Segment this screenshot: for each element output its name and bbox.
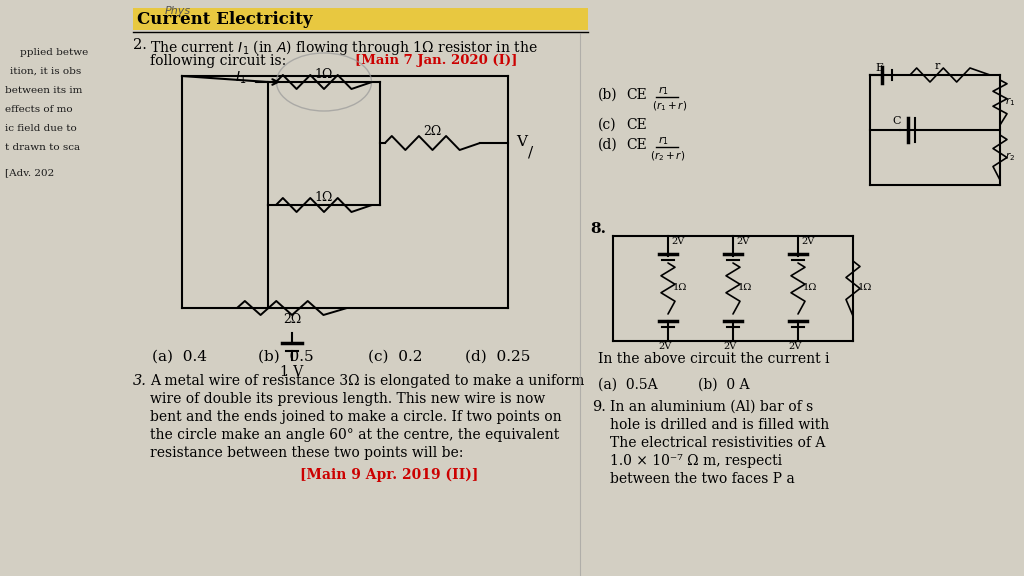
Text: 3.: 3.	[133, 374, 146, 388]
Text: $(r_2+r)$: $(r_2+r)$	[650, 149, 685, 162]
Text: 2V: 2V	[723, 342, 736, 351]
Text: $r_1$: $r_1$	[658, 134, 669, 147]
Text: In the above circuit the current i: In the above circuit the current i	[598, 352, 829, 366]
Text: 2V: 2V	[658, 342, 672, 351]
Text: 9.: 9.	[592, 400, 606, 414]
Text: the circle make an angle 60° at the centre, the equivalent: the circle make an angle 60° at the cent…	[150, 428, 559, 442]
Text: 1Ω: 1Ω	[738, 283, 753, 292]
Text: pplied betwe: pplied betwe	[20, 48, 88, 57]
Text: 1Ω: 1Ω	[673, 283, 687, 292]
Text: [Main 9 Apr. 2019 (II)]: [Main 9 Apr. 2019 (II)]	[300, 468, 478, 482]
Text: $r_1$: $r_1$	[1005, 96, 1015, 108]
Text: (b): (b)	[598, 88, 617, 102]
Text: 8.: 8.	[590, 222, 606, 236]
Text: ition, it is obs: ition, it is obs	[10, 67, 81, 76]
Text: (d): (d)	[598, 138, 617, 152]
Text: /: /	[528, 145, 534, 159]
Text: t drawn to sca: t drawn to sca	[5, 143, 80, 152]
Text: $r_2$: $r_2$	[1005, 150, 1015, 164]
Text: 1Ω: 1Ω	[858, 283, 872, 292]
Text: CE: CE	[626, 88, 647, 102]
Text: r: r	[935, 61, 940, 71]
Text: V: V	[516, 135, 527, 149]
Text: 2V: 2V	[736, 237, 750, 246]
Text: [Main 7 Jan. 2020 (I)]: [Main 7 Jan. 2020 (I)]	[355, 54, 517, 67]
Text: E: E	[874, 63, 883, 73]
Text: bent and the ends joined to make a circle. If two points on: bent and the ends joined to make a circl…	[150, 410, 561, 424]
Text: 2.: 2.	[133, 38, 146, 52]
Text: CE: CE	[626, 138, 647, 152]
Text: 2Ω: 2Ω	[283, 313, 301, 326]
Text: effects of mo: effects of mo	[5, 105, 73, 114]
Text: 2V: 2V	[788, 342, 801, 351]
Text: 1Ω: 1Ω	[803, 283, 817, 292]
Text: (a)  0.4: (a) 0.4	[152, 350, 207, 364]
Text: (b)  0.5: (b) 0.5	[258, 350, 313, 364]
Text: 2V: 2V	[801, 237, 814, 246]
Text: (a)  0.5A: (a) 0.5A	[598, 378, 657, 392]
Text: 1.0 × 10⁻⁷ Ω m, respecti: 1.0 × 10⁻⁷ Ω m, respecti	[610, 454, 782, 468]
Text: hole is drilled and is filled with: hole is drilled and is filled with	[610, 418, 829, 432]
Text: 2V: 2V	[671, 237, 684, 246]
Text: between its im: between its im	[5, 86, 82, 95]
Text: (b)  0 A: (b) 0 A	[698, 378, 750, 392]
Text: $r_1$: $r_1$	[658, 84, 669, 97]
Text: Current Electricity: Current Electricity	[137, 10, 312, 28]
Text: wire of double its previous length. This new wire is now: wire of double its previous length. This…	[150, 392, 545, 406]
Text: ic field due to: ic field due to	[5, 124, 77, 133]
Text: The current $I_1$ (in $A$) flowing through 1Ω resistor in the: The current $I_1$ (in $A$) flowing throu…	[150, 38, 538, 57]
Text: (d)  0.25: (d) 0.25	[465, 350, 530, 364]
Text: $(r_1+r)$: $(r_1+r)$	[652, 99, 687, 112]
Text: 2Ω: 2Ω	[423, 125, 441, 138]
Bar	[133, 8, 588, 30]
Text: $I_1$: $I_1$	[234, 70, 246, 86]
Text: 1 V: 1 V	[281, 365, 304, 379]
Text: [Adv. 202: [Adv. 202	[5, 168, 54, 177]
Text: Phys: Phys	[165, 6, 191, 16]
Text: (c): (c)	[598, 118, 616, 132]
Text: CE: CE	[626, 118, 647, 132]
Text: resistance between these two points will be:: resistance between these two points will…	[150, 446, 464, 460]
Text: In an aluminium (Al) bar of s: In an aluminium (Al) bar of s	[610, 400, 813, 414]
Text: between the two faces P a: between the two faces P a	[610, 472, 795, 486]
Text: C: C	[892, 116, 900, 126]
Text: 1Ω: 1Ω	[314, 191, 333, 204]
Text: The electrical resistivities of A: The electrical resistivities of A	[610, 436, 825, 450]
Text: 1Ω: 1Ω	[314, 68, 333, 81]
Text: following circuit is:: following circuit is:	[150, 54, 287, 68]
Text: (c)  0.2: (c) 0.2	[368, 350, 423, 364]
Text: A metal wire of resistance 3Ω is elongated to make a uniform: A metal wire of resistance 3Ω is elongat…	[150, 374, 585, 388]
